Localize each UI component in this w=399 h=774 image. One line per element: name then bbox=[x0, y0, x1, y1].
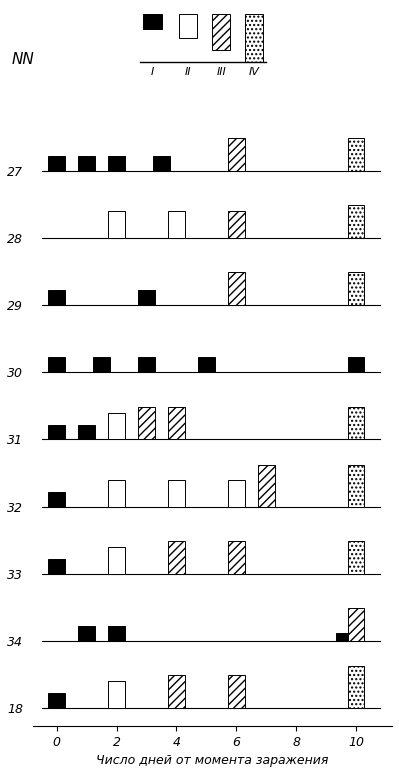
Bar bbox=[48, 424, 65, 440]
Bar bbox=[138, 290, 155, 305]
Bar bbox=[108, 681, 125, 708]
Text: NN: NN bbox=[12, 52, 34, 67]
Bar bbox=[168, 406, 185, 440]
Bar bbox=[245, 15, 263, 62]
X-axis label: Число дней от момента заражения: Число дней от момента заражения bbox=[96, 754, 328, 767]
Bar bbox=[348, 608, 364, 641]
Bar bbox=[168, 211, 185, 238]
Bar bbox=[228, 139, 245, 171]
Bar bbox=[168, 541, 185, 574]
Bar bbox=[198, 358, 215, 372]
Bar bbox=[348, 205, 364, 238]
Bar bbox=[228, 272, 245, 305]
Bar bbox=[348, 666, 364, 708]
Text: II: II bbox=[185, 67, 192, 77]
Bar bbox=[179, 15, 198, 38]
Text: III: III bbox=[217, 67, 226, 77]
Bar bbox=[348, 272, 364, 305]
Bar bbox=[108, 413, 125, 440]
Bar bbox=[48, 693, 65, 708]
Bar bbox=[228, 480, 245, 506]
Bar bbox=[348, 406, 364, 440]
Bar bbox=[228, 211, 245, 238]
Text: IV: IV bbox=[249, 67, 260, 77]
Bar bbox=[48, 156, 65, 171]
Bar bbox=[348, 541, 364, 574]
Bar bbox=[48, 559, 65, 574]
Bar bbox=[78, 156, 95, 171]
Bar bbox=[168, 480, 185, 506]
Bar bbox=[108, 156, 125, 171]
Bar bbox=[143, 15, 162, 29]
Bar bbox=[348, 465, 364, 506]
Bar bbox=[48, 491, 65, 506]
Bar bbox=[168, 675, 185, 708]
Bar bbox=[212, 15, 230, 50]
Bar bbox=[93, 358, 110, 372]
Bar bbox=[138, 406, 155, 440]
Bar bbox=[348, 358, 364, 372]
Bar bbox=[108, 480, 125, 506]
Bar bbox=[336, 633, 352, 641]
Bar bbox=[108, 211, 125, 238]
Bar bbox=[108, 626, 125, 641]
Text: I: I bbox=[151, 67, 154, 77]
Bar bbox=[228, 541, 245, 574]
Bar bbox=[108, 546, 125, 574]
Bar bbox=[48, 290, 65, 305]
Bar bbox=[138, 358, 155, 372]
Bar bbox=[228, 675, 245, 708]
Bar bbox=[78, 424, 95, 440]
Bar bbox=[48, 358, 65, 372]
Bar bbox=[348, 139, 364, 171]
Bar bbox=[78, 626, 95, 641]
Bar bbox=[258, 465, 275, 506]
Bar bbox=[153, 156, 170, 171]
